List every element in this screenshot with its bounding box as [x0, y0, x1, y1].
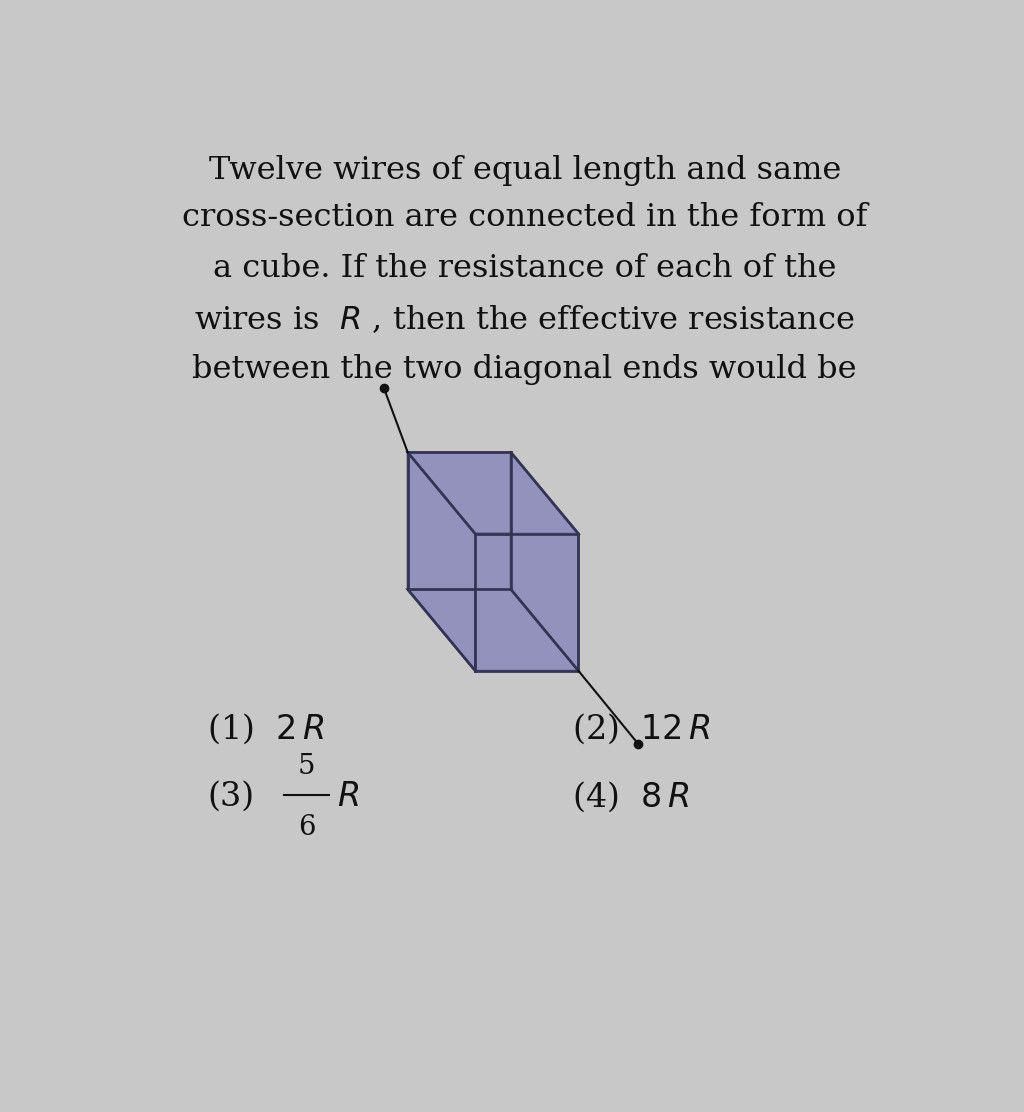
Polygon shape [511, 453, 579, 671]
Text: 5: 5 [298, 753, 315, 780]
Text: cross-section are connected in the form of: cross-section are connected in the form … [182, 202, 867, 232]
Polygon shape [475, 534, 579, 671]
Polygon shape [408, 453, 511, 589]
Text: Twelve wires of equal length and same: Twelve wires of equal length and same [209, 155, 841, 186]
Text: (4)  $8\,R$: (4) $8\,R$ [572, 780, 689, 814]
Polygon shape [408, 453, 475, 671]
Text: 6: 6 [298, 814, 315, 841]
Polygon shape [408, 589, 579, 671]
Text: wires is  $R$ , then the effective resistance: wires is $R$ , then the effective resist… [195, 305, 855, 337]
Text: $R$: $R$ [337, 781, 358, 813]
Text: (1)  $2\,R$: (1) $2\,R$ [207, 712, 325, 746]
Polygon shape [408, 453, 579, 534]
Text: between the two diagonal ends would be: between the two diagonal ends would be [193, 355, 857, 386]
Text: a cube. If the resistance of each of the: a cube. If the resistance of each of the [213, 254, 837, 285]
Text: (3): (3) [207, 781, 255, 813]
Text: (2)  $12\,R$: (2) $12\,R$ [572, 712, 711, 746]
